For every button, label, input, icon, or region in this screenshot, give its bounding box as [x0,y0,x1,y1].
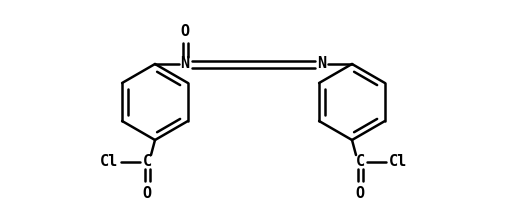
Text: O: O [180,23,190,38]
Text: O: O [355,186,365,202]
Text: N: N [180,56,190,71]
Text: C: C [142,155,152,169]
Text: C: C [355,155,365,169]
Text: Cl: Cl [100,155,118,169]
Text: N: N [317,56,327,71]
Text: O: O [142,186,152,202]
Text: Cl: Cl [389,155,407,169]
